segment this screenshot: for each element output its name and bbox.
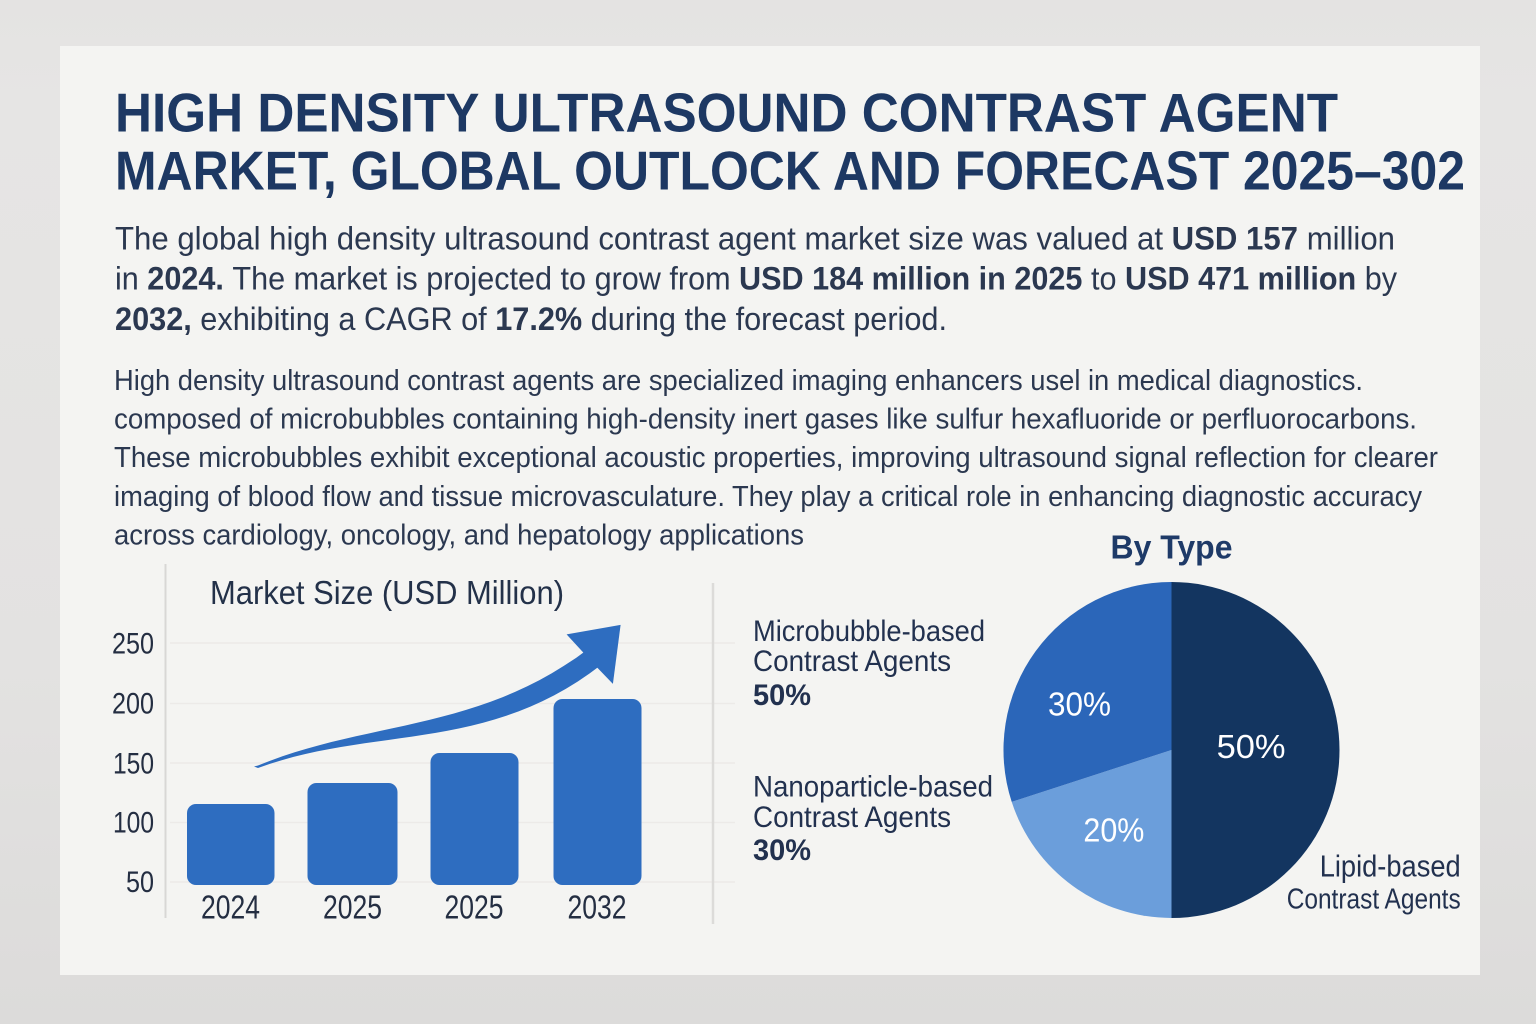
svg-text:17.2%: 17.2%: [495, 301, 582, 337]
svg-text:Market Size (USD Million): Market Size (USD Million): [210, 574, 564, 611]
svg-text:2024.: 2024.: [147, 261, 224, 297]
svg-text:30%: 30%: [1048, 685, 1111, 722]
svg-text:Contrast Agents: Contrast Agents: [1287, 884, 1461, 916]
svg-text:200: 200: [112, 688, 154, 721]
svg-text:million: million: [1307, 221, 1395, 257]
svg-text:across cardiology, oncology, a: across cardiology, oncology, and hepatol…: [114, 519, 804, 551]
svg-text:in: in: [115, 261, 139, 297]
svg-text:2025: 2025: [323, 888, 382, 925]
svg-text:Lipid-based: Lipid-based: [1320, 848, 1461, 883]
svg-text:2024: 2024: [201, 888, 260, 925]
svg-text:to: to: [1091, 261, 1117, 297]
svg-text:250: 250: [112, 627, 154, 660]
svg-text:USD 157: USD 157: [1172, 221, 1298, 257]
svg-text:30%: 30%: [753, 834, 811, 867]
svg-text:exhibiting a CAGR of: exhibiting a CAGR of: [200, 301, 487, 337]
svg-text:50%: 50%: [753, 679, 811, 712]
svg-text:100: 100: [113, 807, 154, 840]
svg-text:USD 471 million: USD 471 million: [1125, 261, 1356, 297]
svg-text:MARKET, GLOBAL OUTLOCK AND FOR: MARKET, GLOBAL OUTLOCK AND FORECAST 2025…: [115, 140, 1465, 202]
svg-text:High density ultrasound contra: High density ultrasound contrast agents …: [114, 365, 1363, 397]
svg-text:150: 150: [113, 747, 154, 780]
svg-text:composed of microbubbles conta: composed of microbubbles containing high…: [114, 404, 1417, 436]
svg-text:imaging of blood flow and tiss: imaging of blood flow and tissue microva…: [114, 481, 1422, 513]
svg-text:Contrast Agents: Contrast Agents: [753, 801, 951, 834]
svg-text:Microbubble-based: Microbubble-based: [753, 615, 985, 648]
svg-text:2032,: 2032,: [115, 301, 192, 337]
svg-text:during the forecast period.: during the forecast period.: [591, 301, 947, 337]
svg-text:HIGH DENSITY ULTRASOUND CONTRA: HIGH DENSITY ULTRASOUND CONTRAST AGENT: [115, 82, 1338, 144]
svg-text:By Type: By Type: [1111, 529, 1233, 566]
svg-text:50: 50: [126, 866, 154, 899]
svg-text:The market is projected to gro: The market is projected to grow from: [232, 261, 730, 297]
svg-text:50%: 50%: [1217, 728, 1286, 765]
svg-text:by: by: [1365, 261, 1398, 297]
svg-text:The global high density ultras: The global high density ultrasound contr…: [115, 221, 1163, 257]
svg-text:Nanoparticle-based: Nanoparticle-based: [753, 771, 993, 804]
svg-text:2032: 2032: [568, 888, 627, 925]
svg-text:2025: 2025: [445, 888, 504, 925]
svg-text:Contrast Agents: Contrast Agents: [753, 645, 951, 678]
svg-text:These microbubbles exhibit exc: These microbubbles exhibit exceptional a…: [114, 442, 1438, 474]
svg-text:20%: 20%: [1083, 812, 1144, 849]
svg-text:USD 184 million in 2025: USD 184 million in 2025: [739, 261, 1082, 297]
